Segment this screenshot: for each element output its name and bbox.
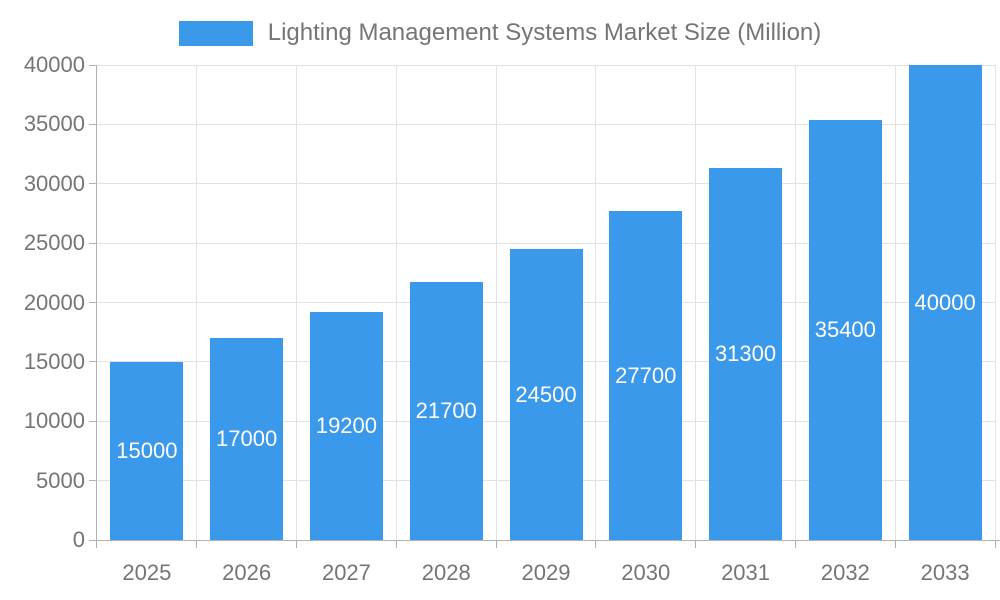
y-axis-tick [89, 64, 97, 66]
bar-value-label: 24500 [515, 381, 577, 407]
y-axis-tick [89, 539, 97, 541]
x-axis-tick [894, 540, 896, 548]
y-axis-tick [89, 242, 97, 244]
x-axis-tick [395, 540, 397, 548]
x-axis-tick [994, 540, 996, 548]
bar-2033 [908, 65, 982, 540]
x-axis-label: 2031 [721, 560, 771, 585]
x-axis-label: 2027 [321, 560, 371, 585]
legend-swatch [178, 20, 253, 46]
x-axis-tick [495, 540, 497, 548]
gridline-vertical [695, 65, 697, 540]
bar-2028 [409, 282, 483, 540]
bar-value-label: 17000 [216, 426, 278, 452]
y-axis-label: 15000 [23, 348, 85, 374]
gridline-horizontal [97, 242, 995, 244]
gridline-horizontal [97, 183, 995, 185]
bar-value-label: 27700 [615, 362, 677, 388]
x-axis-tick [196, 540, 198, 548]
gridline-vertical [595, 65, 597, 540]
bar-value-label: 21700 [415, 398, 477, 424]
x-axis-label: 2032 [820, 560, 870, 585]
bar-2027 [309, 312, 383, 540]
legend-label: Lighting Management Systems Market Size … [267, 19, 822, 46]
y-axis-label: 20000 [23, 289, 85, 315]
x-axis-label: 2025 [122, 560, 172, 585]
y-axis-tick [89, 183, 97, 185]
bar-2032 [808, 119, 882, 540]
gridline-horizontal [97, 64, 995, 66]
x-axis-tick [595, 540, 597, 548]
gridline-vertical [395, 65, 397, 540]
gridline-vertical [495, 65, 497, 540]
bar-value-label: 35400 [814, 316, 876, 342]
y-axis-tick [89, 302, 97, 303]
bar-value-label: 31300 [714, 341, 777, 367]
y-axis-label: 40000 [23, 52, 85, 77]
bar-2029 [509, 249, 583, 540]
y-axis-tick [89, 420, 97, 422]
gridline-vertical [296, 65, 298, 540]
y-axis-tick [89, 123, 97, 125]
y-axis-label: 35000 [23, 111, 85, 137]
bar-2031 [709, 168, 783, 540]
gridline-vertical [994, 65, 996, 540]
bar-2025 [110, 361, 184, 540]
bar-value-label: 15000 [116, 437, 178, 463]
y-axis-line [96, 65, 97, 548]
y-axis-tick [89, 361, 97, 363]
legend: Lighting Management Systems Market Size … [0, 16, 1000, 50]
x-axis-label: 2033 [920, 560, 970, 585]
x-axis-label: 2030 [621, 560, 671, 585]
x-axis-label: 2029 [521, 560, 571, 585]
gridline-vertical [794, 65, 796, 540]
gridline-vertical [196, 65, 198, 540]
x-axis-label: 2026 [222, 560, 272, 585]
y-axis-label: 0 [72, 527, 85, 552]
bar-value-label: 19200 [315, 413, 378, 438]
gridline-horizontal [97, 123, 995, 125]
bar-2030 [609, 211, 683, 540]
x-axis-label: 2028 [421, 560, 471, 585]
x-axis-tick [296, 540, 298, 548]
y-axis-label: 5000 [36, 467, 85, 493]
bar-value-label: 40000 [914, 289, 976, 315]
y-axis-tick [89, 480, 97, 482]
x-axis-tick [794, 540, 796, 548]
y-axis-label: 10000 [23, 408, 85, 434]
y-axis-label: 30000 [23, 170, 85, 196]
gridline-vertical [894, 65, 896, 540]
x-axis-line [97, 539, 1000, 541]
bar-2026 [210, 338, 284, 540]
x-axis-tick [695, 540, 697, 548]
y-axis-label: 25000 [23, 230, 85, 256]
